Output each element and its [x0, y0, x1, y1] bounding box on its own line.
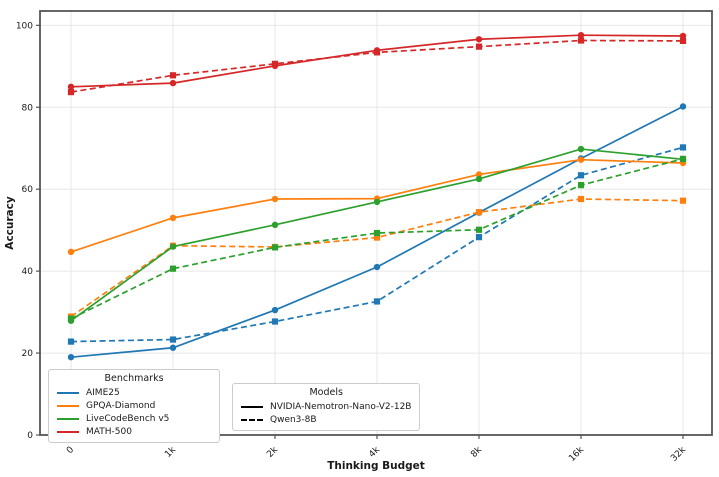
- data-point: [271, 195, 279, 203]
- y-tick-label: 100: [16, 21, 33, 31]
- y-tick-label: 0: [27, 431, 33, 441]
- legend-item-gpqa-diamond: GPQA-Diamond: [57, 399, 211, 412]
- data-point: [679, 103, 687, 110]
- data-point: [577, 37, 585, 44]
- y-axis-title: Accuracy: [4, 196, 16, 250]
- x-tick-label: 4k: [367, 445, 382, 460]
- legend-item-nemotron: NVIDIA-Nemotron-Nano-V2-12B: [241, 400, 411, 413]
- math500-line-swatch: [57, 430, 79, 433]
- data-point: [679, 37, 687, 45]
- data-point: [169, 243, 177, 250]
- legend-item-aime25: AIME25: [57, 386, 211, 399]
- solid-line-swatch: [241, 405, 263, 408]
- legend-label: GPQA-Diamond: [86, 400, 156, 411]
- y-tick-label: 80: [22, 103, 34, 113]
- data-point: [271, 221, 279, 229]
- data-point: [373, 198, 381, 206]
- legend-label: AIME25: [86, 387, 120, 398]
- data-point: [271, 318, 279, 325]
- data-point: [169, 344, 177, 351]
- data-point: [169, 265, 177, 272]
- models-legend: Models NVIDIA-Nemotron-Nano-V2-12B Qwen3…: [232, 383, 421, 431]
- data-point: [577, 145, 585, 153]
- x-tick-label: 16k: [567, 444, 586, 463]
- data-point: [67, 315, 75, 322]
- benchmarks-legend: Benchmarks AIME25 GPQA-Diamond LiveCodeB…: [48, 369, 220, 443]
- data-point: [67, 338, 75, 345]
- x-tick-label: 1k: [163, 445, 178, 460]
- data-point: [67, 89, 75, 96]
- data-point: [373, 234, 381, 241]
- data-point: [373, 298, 381, 305]
- data-point: [67, 248, 75, 256]
- data-point: [679, 197, 687, 204]
- legend-item-math500: MATH-500: [57, 425, 211, 438]
- data-point: [577, 182, 585, 189]
- data-point: [475, 43, 483, 50]
- data-point: [577, 31, 585, 39]
- data-point: [475, 234, 483, 241]
- data-point: [475, 171, 483, 178]
- data-point: [679, 155, 687, 162]
- data-point: [577, 156, 585, 163]
- data-point: [373, 49, 381, 56]
- data-point: [169, 214, 177, 222]
- legend-label: MATH-500: [86, 426, 132, 437]
- legend-item-qwen3: Qwen3-8B: [241, 413, 411, 426]
- legend-label: NVIDIA-Nemotron-Nano-V2-12B: [270, 401, 412, 412]
- y-tick-label: 20: [22, 349, 34, 359]
- legend-label: LiveCodeBench v5: [86, 413, 170, 424]
- x-tick-label: 8k: [469, 445, 484, 460]
- data-point: [475, 209, 483, 216]
- y-tick-label: 60: [22, 185, 34, 195]
- x-tick-label: 0: [65, 445, 76, 456]
- data-point: [577, 172, 585, 179]
- data-point: [679, 144, 687, 151]
- data-point: [271, 60, 279, 67]
- data-point: [169, 336, 177, 343]
- data-point: [67, 83, 75, 90]
- x-tick-label: 32k: [669, 444, 688, 463]
- data-point: [271, 306, 279, 314]
- data-point: [373, 263, 381, 271]
- plot-border: [39, 10, 713, 436]
- data-point: [475, 226, 483, 233]
- data-point: [169, 72, 177, 79]
- benchmarks-legend-title: Benchmarks: [104, 373, 164, 384]
- aime25-line-swatch: [57, 391, 79, 394]
- data-point: [271, 244, 279, 251]
- gpqa-line-swatch: [57, 404, 79, 407]
- data-point: [169, 79, 177, 87]
- dashed-line-swatch: [241, 418, 263, 421]
- data-point: [679, 32, 687, 40]
- data-point: [373, 229, 381, 237]
- legend-item-livecodebench: LiveCodeBench v5: [57, 412, 211, 425]
- legend-label: Qwen3-8B: [270, 414, 317, 425]
- models-legend-title: Models: [309, 387, 343, 398]
- x-axis-title: Thinking Budget: [327, 460, 425, 472]
- livecodebench-line-swatch: [57, 417, 79, 420]
- data-point: [577, 195, 585, 203]
- data-point: [67, 353, 75, 361]
- y-tick-label: 40: [22, 267, 34, 277]
- data-point: [475, 175, 483, 183]
- data-point: [475, 36, 483, 43]
- x-tick-label: 2k: [265, 445, 280, 460]
